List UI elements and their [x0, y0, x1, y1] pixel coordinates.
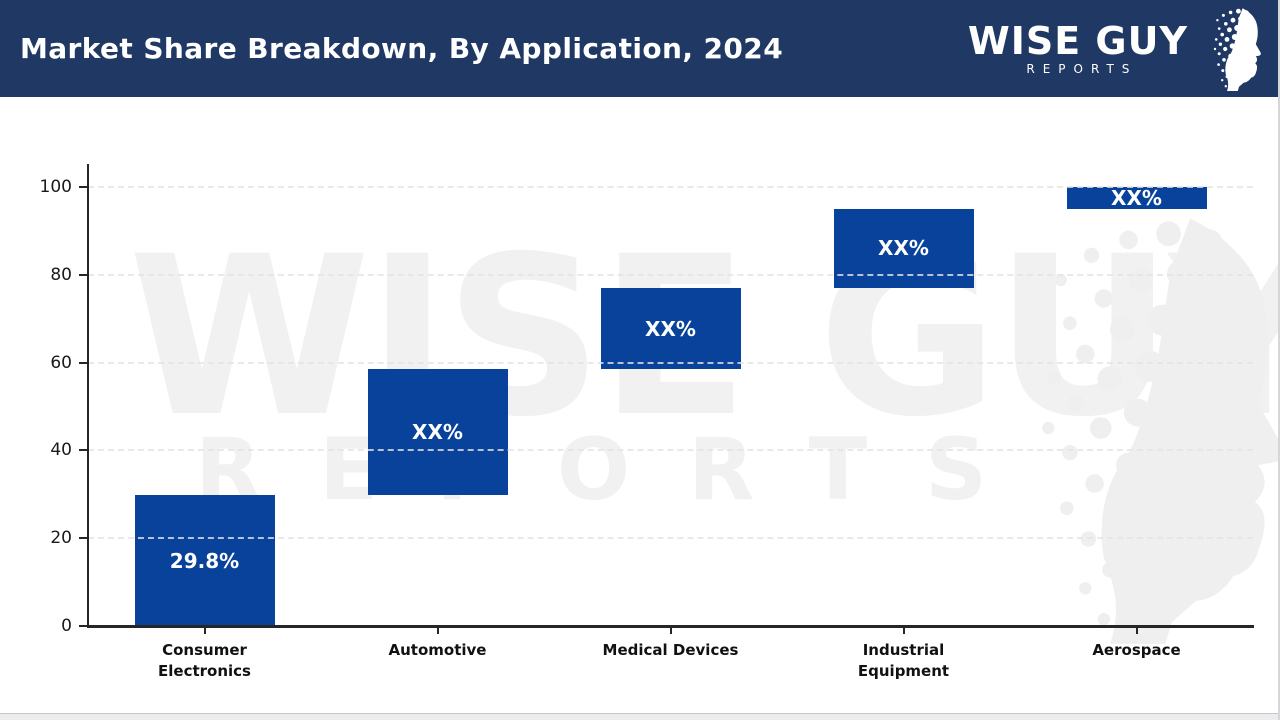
- bar-segment: [1066, 187, 1207, 209]
- y-tick-label: 40: [50, 440, 72, 461]
- x-category-label: Aerospace: [1092, 641, 1181, 659]
- grid-line: [88, 361, 1253, 364]
- y-tick: [79, 186, 88, 188]
- x-category-label: Industrial Equipment: [857, 641, 950, 680]
- grid-line: [88, 273, 1253, 276]
- y-tick-label: 80: [50, 264, 72, 285]
- y-tick: [79, 449, 88, 452]
- y-tick-label: 20: [50, 528, 72, 549]
- bar-segment: [134, 495, 275, 626]
- wise-guy-face-icon: [1190, 7, 1264, 91]
- logo-wordmark: WISE GUY: [967, 19, 1188, 63]
- x-tick: [669, 627, 672, 634]
- bar-label: 29.8%: [169, 548, 240, 573]
- bar-label: XX%: [645, 316, 696, 341]
- bar-label: XX%: [878, 236, 929, 261]
- grid-line: [88, 449, 1253, 452]
- grid-line: [88, 537, 1253, 540]
- x-tick: [1135, 627, 1138, 634]
- x-tick: [902, 627, 905, 634]
- wise-guy-logo: WISE GUY REPORTS: [968, 7, 1264, 91]
- y-tick-label: 100: [39, 177, 72, 197]
- x-category-label: Medical Devices: [602, 641, 739, 659]
- y-axis: [87, 164, 89, 628]
- y-tick: [79, 625, 88, 627]
- logo-tagline: REPORTS: [1026, 62, 1138, 76]
- y-tick: [79, 273, 88, 276]
- page-title: Market Share Breakdown, By Application, …: [20, 32, 784, 65]
- bar-label: XX%: [412, 420, 463, 445]
- y-tick: [79, 537, 88, 540]
- x-category-label: Automotive: [388, 641, 487, 659]
- logo-text: WISE GUY REPORTS: [968, 22, 1188, 75]
- x-axis: [87, 625, 1254, 628]
- header-bar: Market Share Breakdown, By Application, …: [0, 0, 1278, 97]
- grid-line: [88, 186, 1253, 188]
- bottom-edge: [0, 713, 1278, 720]
- bar-label: XX%: [1111, 185, 1162, 210]
- x-tick: [436, 627, 439, 634]
- y-tick-label: 60: [50, 352, 72, 373]
- x-tick: [203, 627, 206, 634]
- x-category-label: Consumer Electronics: [158, 641, 251, 680]
- y-tick-label: 0: [61, 616, 72, 636]
- bar-segment: [600, 287, 741, 370]
- y-tick: [79, 361, 88, 364]
- bar-segment: [367, 369, 508, 496]
